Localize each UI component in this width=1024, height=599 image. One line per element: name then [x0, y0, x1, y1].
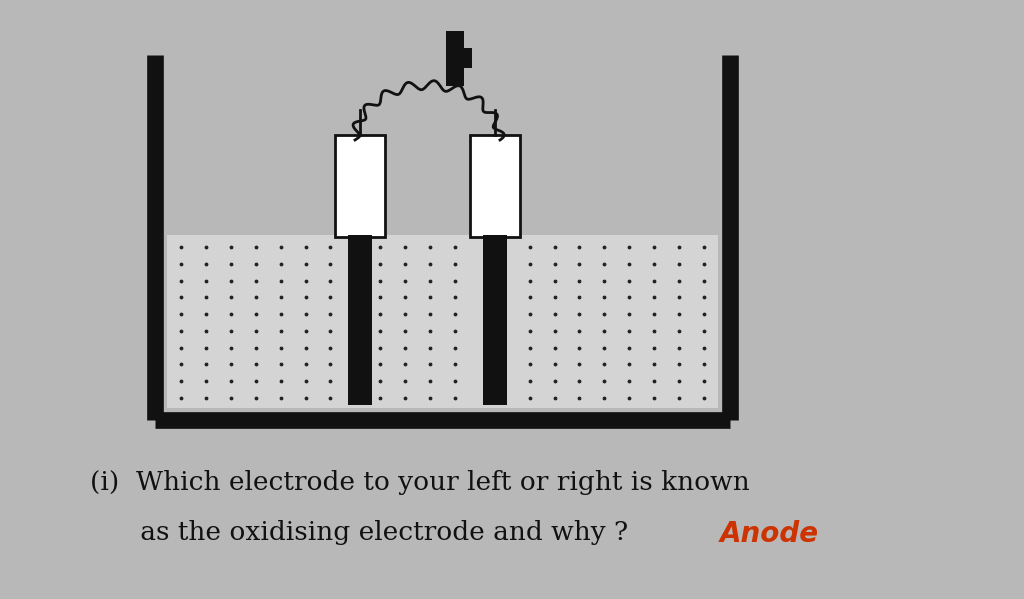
Bar: [464, 48, 472, 68]
Bar: [470, 135, 520, 237]
Bar: [348, 235, 372, 405]
Bar: [483, 235, 507, 405]
Text: (i)  Which electrode to your left or right is known: (i) Which electrode to your left or righ…: [90, 470, 750, 495]
Text: Anode: Anode: [720, 520, 819, 548]
Text: as the oxidising electrode and why ?: as the oxidising electrode and why ?: [90, 520, 628, 545]
Bar: [167, 235, 718, 408]
Bar: [335, 135, 385, 237]
Bar: [446, 31, 464, 86]
